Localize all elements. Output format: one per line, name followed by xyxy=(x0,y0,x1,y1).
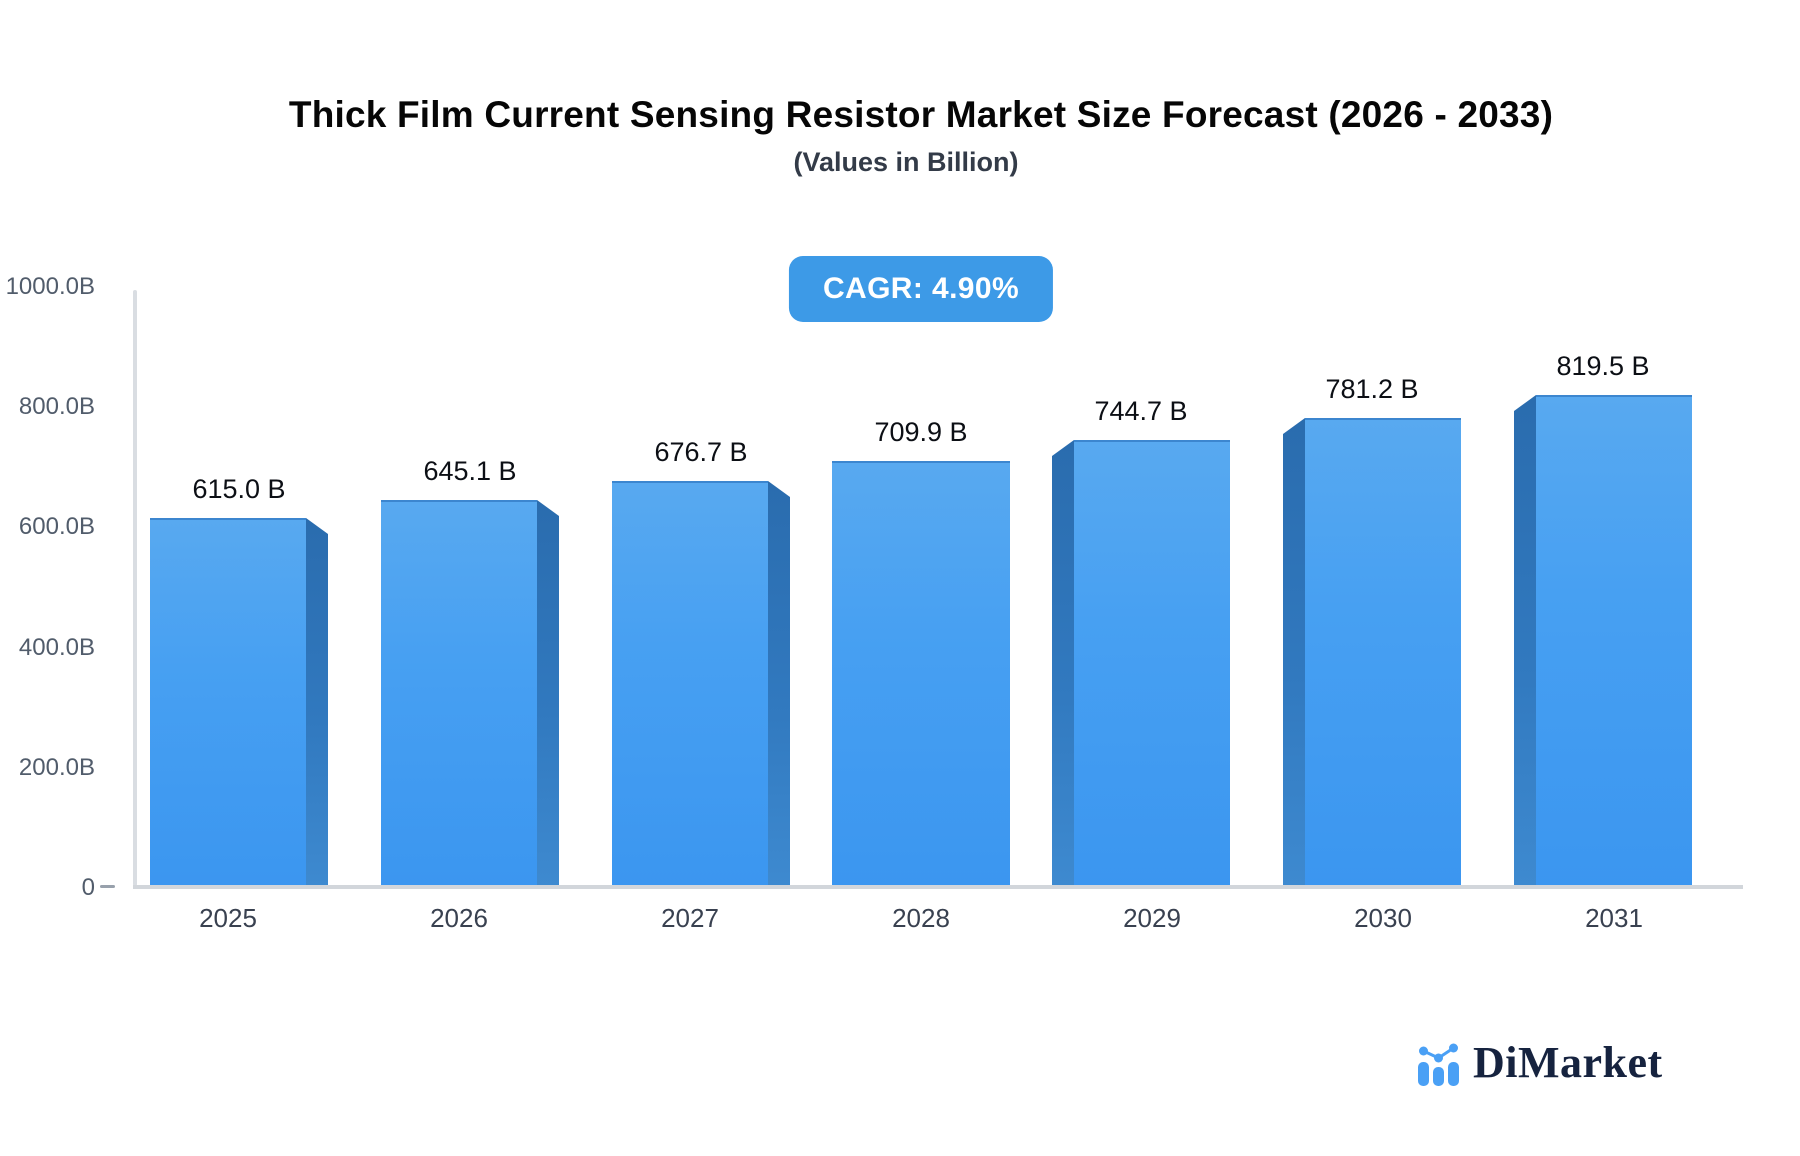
bar-side-face xyxy=(1283,418,1305,888)
y-axis-tick-label: 600.0B xyxy=(18,513,95,540)
bar-value-label: 819.5 B xyxy=(1556,351,1650,381)
bar-2030: 781.2 B xyxy=(1283,374,1461,888)
dimarket-logo: DiMarket xyxy=(1415,1038,1663,1088)
x-axis-baseline xyxy=(133,885,1743,889)
x-axis-label: 2029 xyxy=(1123,903,1181,933)
bar-face xyxy=(832,461,1010,888)
bar-value-label: 676.7 B xyxy=(654,437,748,467)
bar-face xyxy=(1074,440,1230,888)
x-axis-label: 2027 xyxy=(661,903,719,933)
x-axis-label: 2026 xyxy=(430,903,488,933)
bar-side-face xyxy=(537,500,559,888)
cagr-badge: CAGR: 4.90% xyxy=(788,256,1054,322)
bar-2029: 744.7 B xyxy=(1052,396,1230,888)
bar-value-label: 744.7 B xyxy=(1094,396,1188,426)
bar-side-face xyxy=(768,481,790,888)
bar-side-face xyxy=(1052,440,1074,888)
bar-face xyxy=(1536,395,1692,888)
plot-area: 615.0 B 2025 645.1 B 2026 676.7 B 2027 709.9 B… xyxy=(133,287,1743,933)
y-axis-tick-label: 800.0B xyxy=(18,393,95,420)
bar-2025: 615.0 B xyxy=(150,474,328,888)
y-axis-tick-label: 0 xyxy=(81,874,95,901)
zero-tick-mark xyxy=(100,885,115,888)
bar-face xyxy=(612,481,768,888)
x-axis-label: 2028 xyxy=(892,903,950,933)
bar-side-face xyxy=(1514,395,1536,888)
bar-value-label: 615.0 B xyxy=(192,474,286,504)
dimarket-logo-text: DiMarket xyxy=(1473,1038,1663,1087)
x-axis-label: 2025 xyxy=(199,903,257,933)
chart-title: Thick Film Current Sensing Resistor Mark… xyxy=(288,94,1554,135)
bar-chart-with-trendline-icon xyxy=(1418,1043,1459,1086)
bar-side-face xyxy=(306,518,328,888)
bar-value-label: 781.2 B xyxy=(1325,374,1419,404)
bar-2028: 709.9 B xyxy=(832,417,1010,888)
bar-2026: 645.1 B xyxy=(381,456,559,888)
bar-value-label: 645.1 B xyxy=(423,456,517,486)
bar-face xyxy=(381,500,537,888)
y-axis-tick-label: 1000.0B xyxy=(5,273,95,300)
x-axis-label: 2031 xyxy=(1585,903,1643,933)
y-axis-tick-label: 400.0B xyxy=(18,634,95,661)
x-axis-label: 2030 xyxy=(1354,903,1412,933)
chart-subtitle: (Values in Billion) xyxy=(793,147,1019,177)
y-axis-line xyxy=(133,290,137,886)
bar-face xyxy=(150,518,306,888)
bar-2031: 819.5 B xyxy=(1514,351,1692,888)
bar-value-label: 709.9 B xyxy=(874,417,968,447)
y-axis-tick-label: 200.0B xyxy=(18,754,95,781)
bar-2027: 676.7 B xyxy=(612,437,790,888)
bar-face xyxy=(1305,418,1461,888)
